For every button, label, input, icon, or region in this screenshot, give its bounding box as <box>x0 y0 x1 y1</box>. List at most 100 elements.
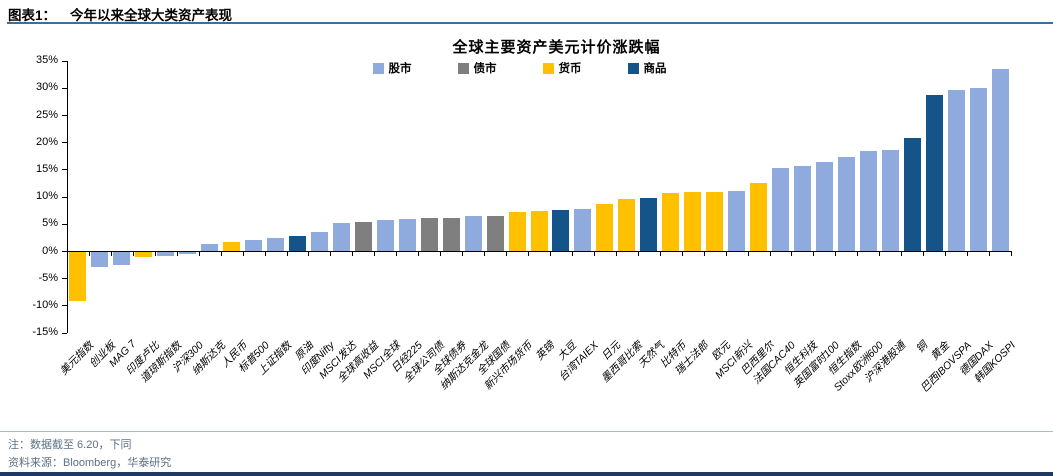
chart-bar <box>289 235 306 251</box>
footer-divider <box>0 431 1053 432</box>
footer-note: 注：数据截至 6.20，下同 <box>8 439 132 451</box>
chart-bar <box>420 218 438 251</box>
y-axis-label: 0% <box>42 244 58 257</box>
page-title: 今年以来全球大类资产表现 <box>70 8 233 23</box>
x-axis-tick <box>462 251 464 256</box>
x-axis-tick <box>154 251 156 256</box>
y-axis-tick <box>62 196 67 198</box>
chart-bar <box>135 252 153 258</box>
legend-swatch-icon <box>542 62 554 74</box>
x-axis-tick <box>549 251 551 256</box>
x-axis-tick <box>330 251 332 256</box>
x-axis-tick <box>681 251 683 256</box>
x-axis-tick <box>374 251 376 256</box>
page-header: 图表1： 今年以来全球大类资产表现 <box>8 4 232 24</box>
x-axis-tick <box>593 251 595 256</box>
x-axis-tick <box>198 251 200 256</box>
x-axis-tick <box>989 251 991 256</box>
legend-swatch-icon <box>372 62 384 74</box>
chart-bar <box>947 89 965 251</box>
legend-item: 商品 <box>627 60 667 76</box>
chart-bar <box>881 149 899 251</box>
chart-bar <box>706 191 724 251</box>
legend-swatch-icon <box>457 62 469 74</box>
x-axis-tick <box>923 251 925 256</box>
x-axis-tick <box>242 251 244 256</box>
legend-swatch-icon <box>627 62 639 74</box>
x-axis-tick <box>440 251 442 256</box>
header-divider <box>7 22 1053 24</box>
y-axis-tick <box>62 87 67 89</box>
chart-bar <box>662 192 680 251</box>
chart-bar <box>354 221 372 251</box>
x-axis-tick <box>528 251 530 256</box>
chart-bar <box>815 162 833 251</box>
chart-bar <box>728 191 746 251</box>
x-axis-tick <box>506 251 508 256</box>
chart-bar <box>332 222 350 251</box>
exhibit-label: 图表1： <box>8 8 57 23</box>
x-axis-tick <box>571 251 573 256</box>
legend-label: 货币 <box>558 63 582 75</box>
x-axis-tick <box>418 251 420 256</box>
chart-bar <box>530 211 548 251</box>
chart-bar <box>179 252 197 254</box>
chart-title: 全球主要资产美元计价涨跌幅 <box>452 39 661 56</box>
chart-bar <box>91 252 109 268</box>
y-axis-tick <box>62 169 67 171</box>
chart-bar <box>201 244 219 251</box>
chart-bar <box>771 167 789 251</box>
y-axis-label: 5% <box>42 217 58 230</box>
x-axis-tick <box>286 251 288 256</box>
x-axis-tick <box>396 251 398 256</box>
x-axis-tick <box>88 251 90 256</box>
y-axis-label: 35% <box>35 54 58 67</box>
chart-bar <box>223 242 241 251</box>
chart-bar <box>310 231 328 251</box>
x-axis-tick <box>110 251 112 256</box>
x-axis-tick <box>967 251 969 256</box>
y-axis-label: -15% <box>32 326 58 339</box>
x-axis-tick <box>637 251 639 256</box>
chart-bar <box>925 94 943 251</box>
y-axis-tick <box>62 223 67 225</box>
legend-label: 股市 <box>388 63 412 75</box>
x-axis-tick <box>791 251 793 256</box>
chart-bar <box>969 87 987 251</box>
x-axis-tick <box>67 251 68 256</box>
y-axis-tick <box>62 60 67 62</box>
chart-bar <box>442 217 460 251</box>
x-axis-tick <box>132 251 134 256</box>
chart-bar <box>267 237 285 251</box>
chart-bar <box>991 69 1009 251</box>
y-axis-label: 25% <box>35 108 58 121</box>
chart-bar <box>486 215 504 251</box>
x-axis-tick <box>308 251 310 256</box>
legend-label: 商品 <box>643 63 667 75</box>
y-axis-label: -5% <box>38 271 58 284</box>
chart-bar <box>903 137 921 251</box>
x-axis-tick <box>835 251 837 256</box>
x-axis-tick <box>769 251 771 256</box>
y-axis-label: -10% <box>32 298 58 311</box>
bottom-bar <box>0 472 1053 476</box>
chart-bar <box>157 252 175 257</box>
y-axis-tick <box>62 251 67 252</box>
x-axis-tick <box>901 251 903 256</box>
x-axis-tick <box>879 251 881 256</box>
y-axis-tick <box>62 278 67 280</box>
x-axis-tick <box>615 251 617 256</box>
chart-bar <box>376 219 394 251</box>
x-axis-tick <box>747 251 749 256</box>
chart-bar <box>574 209 592 251</box>
chart-bar <box>750 183 768 251</box>
x-axis-line <box>67 251 1011 252</box>
chart-bar <box>793 166 811 251</box>
legend-item: 股市 <box>372 60 412 76</box>
chart-bar <box>552 209 570 251</box>
y-axis-tick <box>62 332 67 334</box>
chart-bar <box>596 204 614 251</box>
x-axis-tick <box>264 251 266 256</box>
